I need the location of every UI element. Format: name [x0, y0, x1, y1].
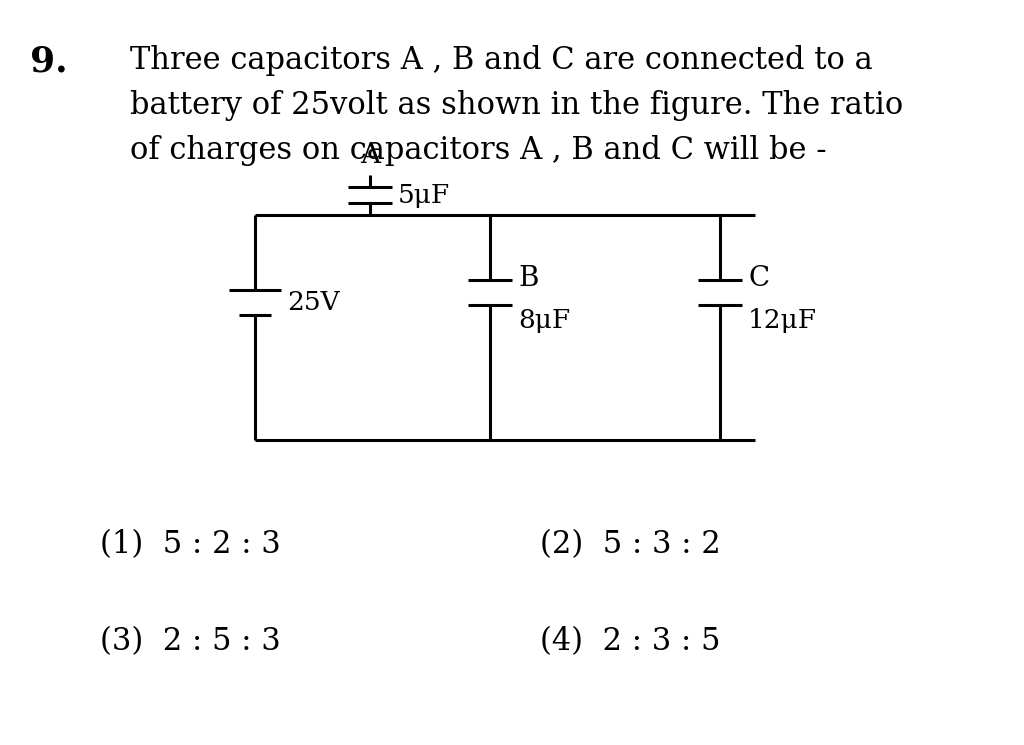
Text: 12μF: 12μF	[748, 308, 817, 333]
Text: Three capacitors A , B and C are connected to a: Three capacitors A , B and C are connect…	[130, 45, 872, 76]
Text: A: A	[360, 142, 380, 169]
Text: of charges on capacitors A , B and C will be -: of charges on capacitors A , B and C wil…	[130, 135, 826, 166]
Text: (3)  2 : 5 : 3: (3) 2 : 5 : 3	[100, 626, 281, 657]
Text: 9.: 9.	[30, 45, 68, 79]
Text: (1)  5 : 2 : 3: (1) 5 : 2 : 3	[100, 529, 281, 560]
Text: B: B	[518, 264, 539, 291]
Text: battery of 25volt as shown in the figure. The ratio: battery of 25volt as shown in the figure…	[130, 90, 903, 121]
Text: 25V: 25V	[287, 290, 340, 315]
Text: (2)  5 : 3 : 2: (2) 5 : 3 : 2	[540, 529, 721, 560]
Text: C: C	[748, 264, 769, 291]
Text: 8μF: 8μF	[518, 308, 570, 333]
Text: (4)  2 : 3 : 5: (4) 2 : 3 : 5	[540, 626, 721, 657]
Text: 5μF: 5μF	[398, 183, 451, 208]
